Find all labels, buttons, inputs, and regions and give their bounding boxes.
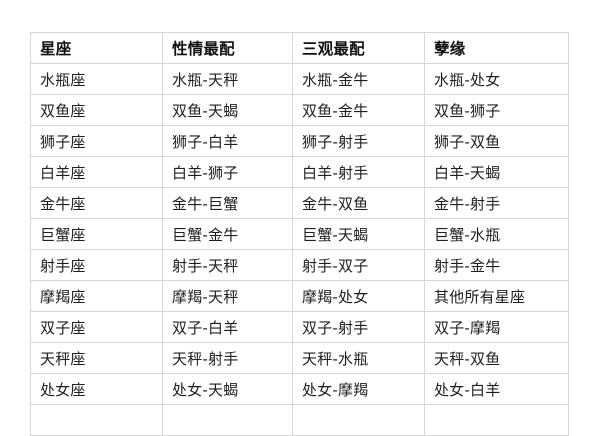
cell-values-match: 射手-双子 <box>292 249 425 281</box>
cell-temperament-match <box>162 404 293 436</box>
cell-karmic-tie: 双鱼-狮子 <box>424 94 569 126</box>
table-header-row: 星座 性情最配 三观最配 孽缘 <box>30 32 569 64</box>
cell-values-match: 水瓶-金牛 <box>292 63 425 95</box>
cell-temperament-match: 白羊-狮子 <box>162 156 293 188</box>
cell-temperament-match: 射手-天秤 <box>162 249 293 281</box>
cell-sign: 天秤座 <box>30 342 163 374</box>
cell-karmic-tie: 巨蟹-水瓶 <box>424 218 569 250</box>
cell-temperament-match: 水瓶-天秤 <box>162 63 293 95</box>
table-row: 天秤座 天秤-射手 天秤-水瓶 天秤-双鱼 <box>30 342 569 374</box>
column-header-karmic-tie: 孽缘 <box>424 32 569 64</box>
zodiac-compatibility-table: 星座 性情最配 三观最配 孽缘 水瓶座 水瓶-天秤 水瓶-金牛 水瓶-处女 双鱼… <box>30 32 569 436</box>
cell-karmic-tie: 水瓶-处女 <box>424 63 569 95</box>
cell-karmic-tie: 射手-金牛 <box>424 249 569 281</box>
table-row: 双鱼座 双鱼-天蝎 双鱼-金牛 双鱼-狮子 <box>30 94 569 126</box>
table-body: 水瓶座 水瓶-天秤 水瓶-金牛 水瓶-处女 双鱼座 双鱼-天蝎 双鱼-金牛 双鱼… <box>30 63 569 436</box>
cell-temperament-match: 天秤-射手 <box>162 342 293 374</box>
cell-values-match <box>292 404 425 436</box>
table-header: 星座 性情最配 三观最配 孽缘 <box>30 32 569 64</box>
cell-karmic-tie: 双子-摩羯 <box>424 311 569 343</box>
cell-sign: 双鱼座 <box>30 94 163 126</box>
table-row: 金牛座 金牛-巨蟹 金牛-双鱼 金牛-射手 <box>30 187 569 219</box>
table-row-clipped <box>30 404 569 436</box>
table-row: 白羊座 白羊-狮子 白羊-射手 白羊-天蝎 <box>30 156 569 188</box>
cell-temperament-match: 摩羯-天秤 <box>162 280 293 312</box>
cell-sign <box>30 404 163 436</box>
table-row: 巨蟹座 巨蟹-金牛 巨蟹-天蝎 巨蟹-水瓶 <box>30 218 569 250</box>
cell-sign: 水瓶座 <box>30 63 163 95</box>
cell-sign: 白羊座 <box>30 156 163 188</box>
cell-temperament-match: 狮子-白羊 <box>162 125 293 157</box>
cell-values-match: 双子-射手 <box>292 311 425 343</box>
cell-values-match: 狮子-射手 <box>292 125 425 157</box>
table-row: 摩羯座 摩羯-天秤 摩羯-处女 其他所有星座 <box>30 280 569 312</box>
cell-temperament-match: 巨蟹-金牛 <box>162 218 293 250</box>
cell-values-match: 双鱼-金牛 <box>292 94 425 126</box>
cell-karmic-tie: 狮子-双鱼 <box>424 125 569 157</box>
zodiac-compatibility-table-container: 星座 性情最配 三观最配 孽缘 水瓶座 水瓶-天秤 水瓶-金牛 水瓶-处女 双鱼… <box>30 32 569 436</box>
column-header-sign: 星座 <box>30 32 163 64</box>
cell-values-match: 摩羯-处女 <box>292 280 425 312</box>
column-header-temperament-match: 性情最配 <box>162 32 293 64</box>
table-row: 狮子座 狮子-白羊 狮子-射手 狮子-双鱼 <box>30 125 569 157</box>
table-row: 水瓶座 水瓶-天秤 水瓶-金牛 水瓶-处女 <box>30 63 569 95</box>
cell-karmic-tie: 白羊-天蝎 <box>424 156 569 188</box>
cell-sign: 双子座 <box>30 311 163 343</box>
cell-values-match: 天秤-水瓶 <box>292 342 425 374</box>
column-header-values-match: 三观最配 <box>292 32 425 64</box>
cell-temperament-match: 双鱼-天蝎 <box>162 94 293 126</box>
cell-karmic-tie: 天秤-双鱼 <box>424 342 569 374</box>
cell-values-match: 金牛-双鱼 <box>292 187 425 219</box>
table-row: 射手座 射手-天秤 射手-双子 射手-金牛 <box>30 249 569 281</box>
cell-karmic-tie <box>424 404 569 436</box>
cell-sign: 金牛座 <box>30 187 163 219</box>
cell-values-match: 巨蟹-天蝎 <box>292 218 425 250</box>
table-row: 双子座 双子-白羊 双子-射手 双子-摩羯 <box>30 311 569 343</box>
cell-temperament-match: 金牛-巨蟹 <box>162 187 293 219</box>
cell-sign: 射手座 <box>30 249 163 281</box>
cell-sign: 巨蟹座 <box>30 218 163 250</box>
cell-sign: 摩羯座 <box>30 280 163 312</box>
cell-karmic-tie: 其他所有星座 <box>424 280 569 312</box>
cell-temperament-match: 双子-白羊 <box>162 311 293 343</box>
cell-values-match: 白羊-射手 <box>292 156 425 188</box>
cell-sign: 狮子座 <box>30 125 163 157</box>
cell-karmic-tie: 金牛-射手 <box>424 187 569 219</box>
